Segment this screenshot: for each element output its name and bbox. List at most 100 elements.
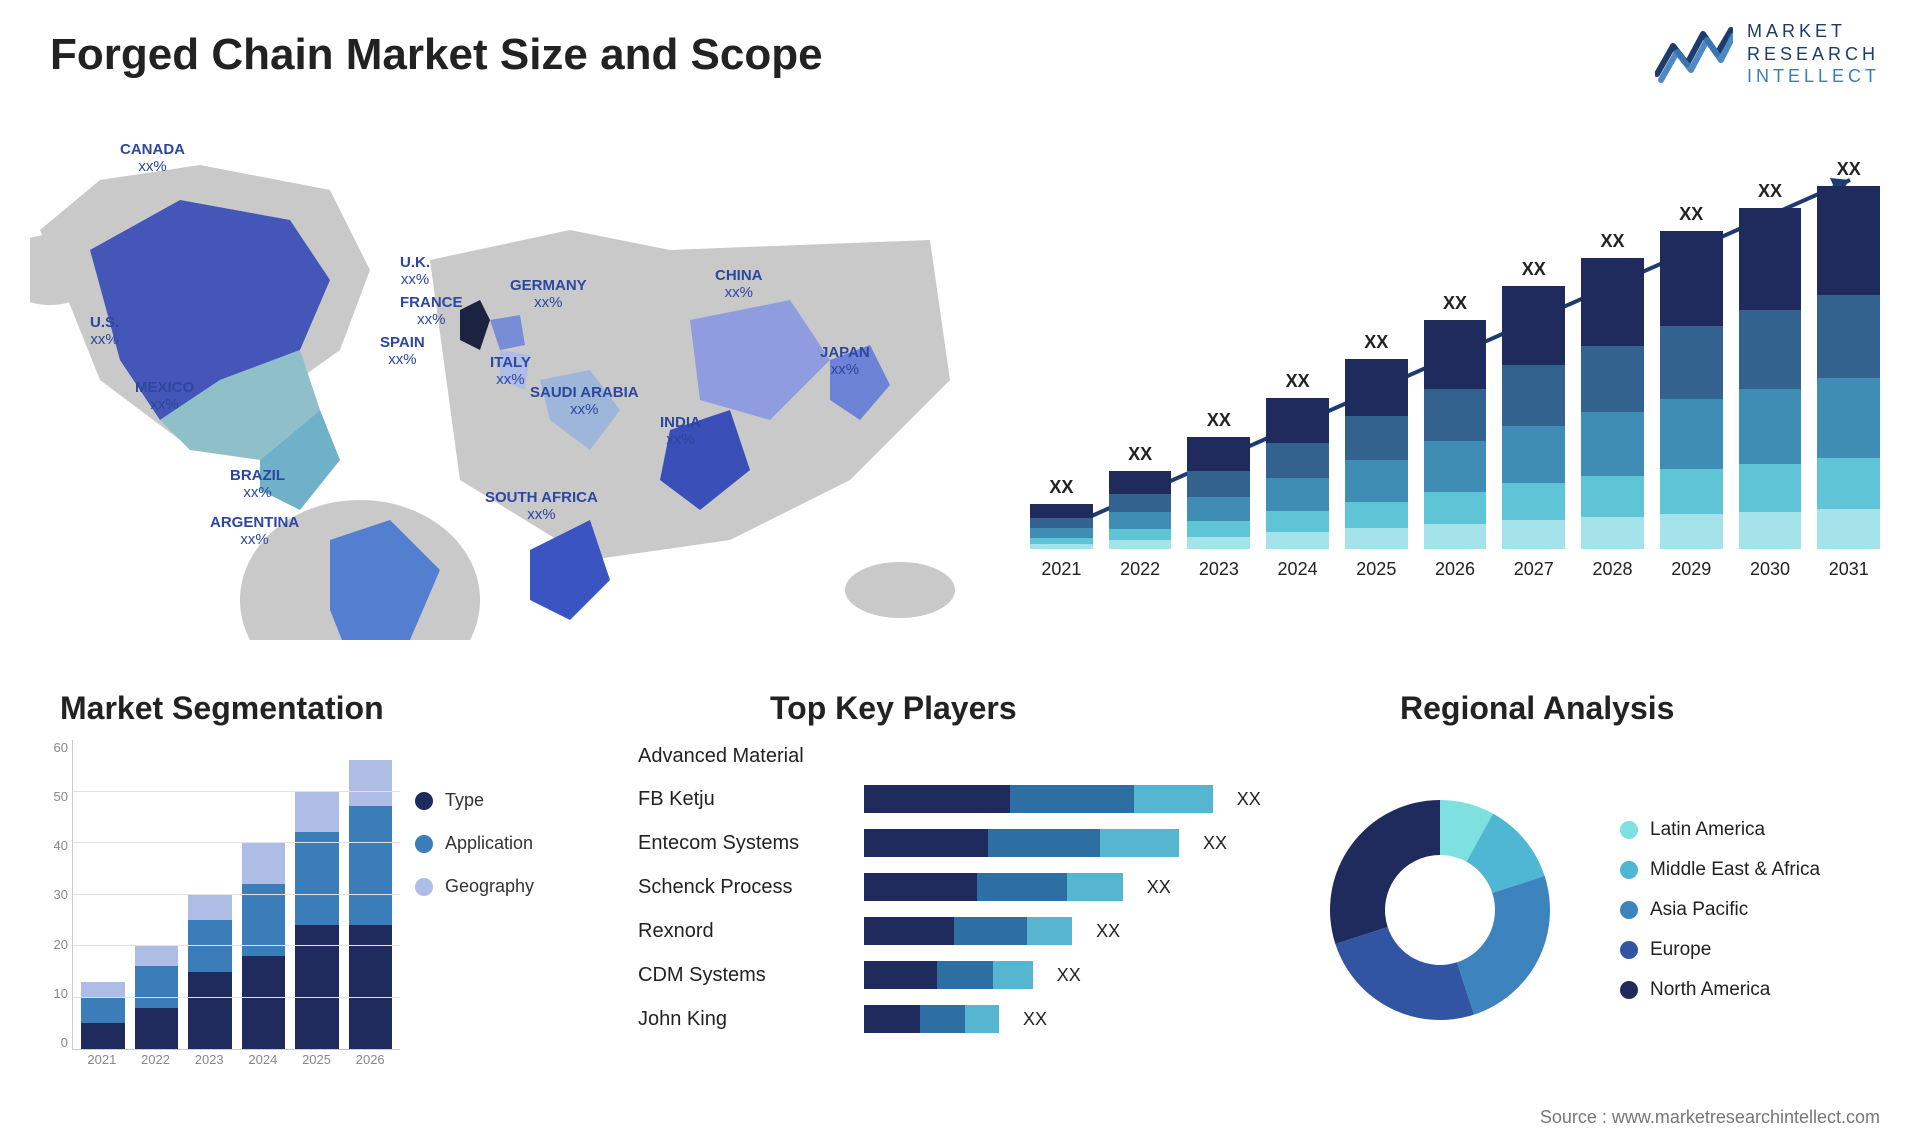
bar-segment — [1817, 509, 1880, 549]
bar-segment — [864, 917, 954, 945]
segmentation-bar — [188, 894, 232, 1049]
map-label: JAPANxx% — [820, 345, 870, 378]
key-player-row: RexnordXX — [630, 909, 1290, 953]
bar-segment — [1581, 476, 1644, 517]
bar-segment — [1109, 471, 1172, 494]
bar-value-label: XX — [1049, 477, 1073, 498]
growth-bar: XX2027 — [1502, 259, 1565, 580]
bar-segment — [1266, 478, 1329, 511]
legend-swatch-icon — [1620, 901, 1638, 919]
bar-segment — [1424, 320, 1487, 389]
key-player-bar — [864, 785, 1213, 813]
map-label: U.K.xx% — [400, 255, 430, 288]
bar-segment — [1345, 359, 1408, 416]
logo-line1: MARKET — [1747, 20, 1880, 43]
legend-swatch-icon — [1620, 981, 1638, 999]
bar-segment — [1345, 502, 1408, 529]
key-player-label: Rexnord — [630, 920, 850, 943]
y-tick-label: 60 — [54, 740, 68, 755]
year-label: 2028 — [1592, 559, 1632, 580]
bar-segment — [1266, 398, 1329, 443]
growth-bar: XX2029 — [1660, 204, 1723, 580]
bar-segment — [242, 842, 286, 883]
y-tick-label: 0 — [61, 1035, 68, 1050]
year-label: 2025 — [1356, 559, 1396, 580]
page-title: Forged Chain Market Size and Scope — [50, 30, 823, 80]
y-tick-label: 20 — [54, 937, 68, 952]
legend-swatch-icon — [1620, 941, 1638, 959]
bar-value-label: XX — [1023, 1009, 1047, 1030]
map-label: MEXICOxx% — [135, 380, 194, 413]
year-label: 2022 — [1120, 559, 1160, 580]
bar-segment — [1266, 443, 1329, 478]
map-label: SPAINxx% — [380, 335, 425, 368]
bar-segment — [1187, 471, 1250, 497]
bar-segment — [1030, 504, 1093, 517]
bar-segment — [188, 894, 232, 920]
bar-value-label: XX — [1057, 965, 1081, 986]
bar-segment — [1502, 520, 1565, 549]
bar-segment — [1739, 389, 1802, 464]
segmentation-chart: 6050403020100 202120222023202420252026 — [40, 740, 400, 1080]
y-tick-label: 40 — [54, 838, 68, 853]
bar-segment — [1424, 524, 1487, 549]
x-tick-label: 2023 — [187, 1052, 231, 1080]
map-label: CANADAxx% — [120, 142, 185, 175]
map-label: CHINAxx% — [715, 268, 763, 301]
bar-value-label: XX — [1837, 159, 1861, 180]
legend-swatch-icon — [415, 792, 433, 810]
segmentation-bar — [349, 760, 393, 1049]
legend-label: Type — [445, 790, 484, 811]
bar-segment — [1134, 785, 1213, 813]
segmentation-bar — [295, 791, 339, 1049]
bar-segment — [1739, 464, 1802, 512]
legend-item: Type — [415, 790, 534, 811]
bar-segment — [1266, 532, 1329, 549]
year-label: 2026 — [1435, 559, 1475, 580]
bar-segment — [864, 873, 977, 901]
bar-segment — [864, 785, 1010, 813]
x-tick-label: 2022 — [134, 1052, 178, 1080]
bar-segment — [1739, 310, 1802, 388]
bar-value-label: XX — [1237, 789, 1261, 810]
bar-segment — [1502, 286, 1565, 365]
bar-value-label: XX — [1758, 181, 1782, 202]
year-label: 2030 — [1750, 559, 1790, 580]
bar-segment — [295, 832, 339, 925]
bar-segment — [188, 972, 232, 1050]
bar-segment — [954, 917, 1027, 945]
bar-segment — [1424, 492, 1487, 524]
bar-segment — [1187, 437, 1250, 471]
key-player-bar — [864, 961, 1033, 989]
key-player-row: FB KetjuXX — [630, 777, 1290, 821]
bar-segment — [1581, 412, 1644, 476]
growth-bar: XX2023 — [1187, 410, 1250, 580]
bar-segment — [920, 1005, 965, 1033]
bar-segment — [1660, 514, 1723, 549]
bar-segment — [81, 982, 125, 998]
bar-segment — [295, 925, 339, 1049]
key-player-row: John King XX — [630, 997, 1290, 1041]
bar-value-label: XX — [1147, 877, 1171, 898]
donut-slice — [1330, 800, 1440, 944]
legend-swatch-icon — [415, 835, 433, 853]
legend-item: Geography — [415, 876, 534, 897]
key-player-label: Schenck Process — [630, 876, 850, 899]
key-player-bar — [864, 917, 1072, 945]
bar-segment — [1581, 346, 1644, 413]
bar-value-label: XX — [1286, 371, 1310, 392]
growth-bar: XX 2030 — [1739, 181, 1802, 580]
bar-segment — [135, 966, 179, 1007]
year-label: 2031 — [1829, 559, 1869, 580]
legend-label: Latin America — [1650, 819, 1765, 841]
growth-bar: XX2028 — [1581, 231, 1644, 580]
key-players-header: Advanced Material — [630, 745, 1290, 777]
legend-swatch-icon — [415, 878, 433, 896]
bar-segment — [295, 791, 339, 832]
segmentation-legend: Type Application Geography — [415, 790, 534, 897]
key-player-label: John King — [630, 1008, 850, 1031]
legend-label: Application — [445, 833, 533, 854]
bar-segment — [349, 760, 393, 807]
x-tick-label: 2026 — [348, 1052, 392, 1080]
bar-segment — [1100, 829, 1179, 857]
